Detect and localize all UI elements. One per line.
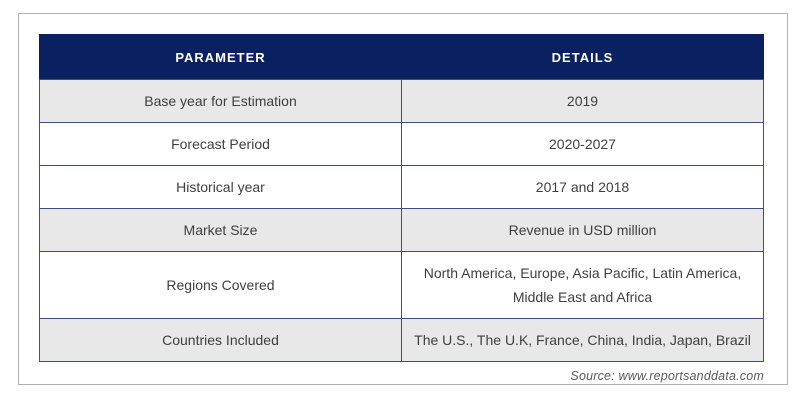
table-row: Market Size Revenue in USD million: [39, 208, 764, 252]
table-header: PARAMETER DETAILS: [39, 34, 764, 80]
header-row: PARAMETER DETAILS: [39, 34, 764, 80]
parameter-cell: Market Size: [39, 208, 402, 252]
details-cell: Revenue in USD million: [401, 208, 764, 252]
parameter-cell: Regions Covered: [39, 251, 402, 319]
spec-table-card: PARAMETER DETAILS Base year for Estimati…: [18, 13, 788, 385]
source-attribution: Source: www.reportsanddata.com: [570, 369, 764, 383]
column-header-parameter: PARAMETER: [39, 34, 402, 80]
table-body: Base year for Estimation 2019 Forecast P…: [39, 79, 764, 362]
details-cell: 2020-2027: [401, 122, 764, 166]
market-report-scope-table: PARAMETER DETAILS Base year for Estimati…: [39, 34, 764, 362]
table-row: Historical year 2017 and 2018: [39, 165, 764, 209]
table-row: Regions Covered North America, Europe, A…: [39, 251, 764, 319]
details-cell: 2017 and 2018: [401, 165, 764, 209]
details-cell: 2019: [401, 79, 764, 123]
column-header-details: DETAILS: [401, 34, 764, 80]
parameter-cell: Historical year: [39, 165, 402, 209]
details-cell: North America, Europe, Asia Pacific, Lat…: [401, 251, 764, 319]
parameter-cell: Base year for Estimation: [39, 79, 402, 123]
parameter-cell: Countries Included: [39, 318, 402, 362]
table-row: Forecast Period 2020-2027: [39, 122, 764, 166]
parameter-cell: Forecast Period: [39, 122, 402, 166]
details-cell: The U.S., The U.K, France, China, India,…: [401, 318, 764, 362]
table-row: Countries Included The U.S., The U.K, Fr…: [39, 318, 764, 362]
table-row: Base year for Estimation 2019: [39, 79, 764, 123]
